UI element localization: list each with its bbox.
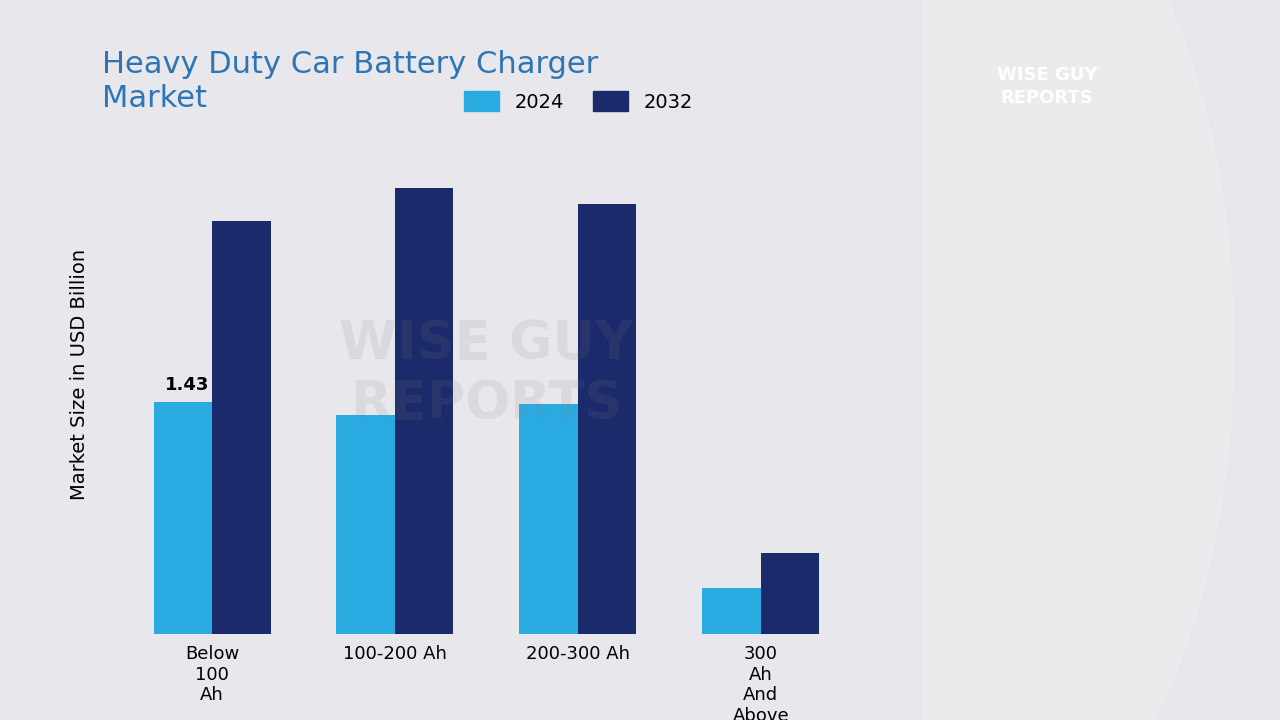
Bar: [577, 204, 636, 634]
Bar: [337, 415, 396, 634]
Bar: [154, 402, 212, 634]
Bar: [703, 588, 760, 634]
Text: 1.43: 1.43: [165, 376, 210, 394]
Bar: [212, 220, 270, 634]
Text: WISE GUY
REPORTS: WISE GUY REPORTS: [339, 318, 634, 431]
Text: WISE GUY
REPORTS: WISE GUY REPORTS: [997, 66, 1097, 107]
Bar: [520, 403, 577, 634]
Legend: 2024, 2032: 2024, 2032: [456, 84, 701, 120]
Circle shape: [717, 0, 1234, 720]
Y-axis label: Market Size in USD Billion: Market Size in USD Billion: [69, 249, 88, 500]
Text: Heavy Duty Car Battery Charger
Market: Heavy Duty Car Battery Charger Market: [102, 50, 599, 113]
Bar: [396, 188, 453, 634]
Bar: [760, 553, 819, 634]
